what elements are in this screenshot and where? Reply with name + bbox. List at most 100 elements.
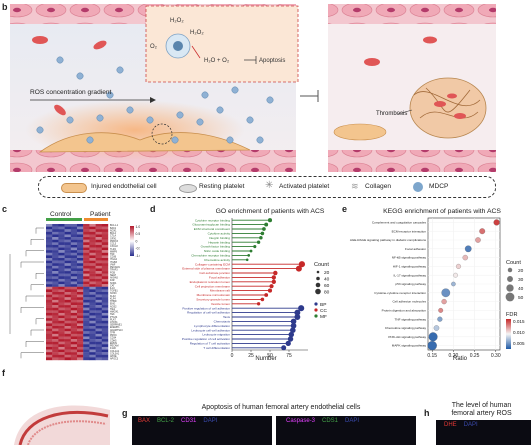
go-lollipop-dot xyxy=(269,284,274,289)
go-count-legend-label: 60 xyxy=(324,283,330,289)
heatmap-cell xyxy=(70,346,78,350)
heatmap-cell xyxy=(46,336,53,340)
heatmap-cell xyxy=(89,328,96,332)
heatmap-cell xyxy=(89,318,96,321)
heatmap-cell xyxy=(95,237,102,240)
heatmap-cell xyxy=(58,331,65,335)
heatmap-cell xyxy=(101,336,109,340)
heatmap-cell xyxy=(83,294,90,298)
mdcp-particle xyxy=(216,106,224,114)
heatmap-cell xyxy=(89,258,96,261)
reaction-product-label: H₂O + O₂ xyxy=(204,58,230,64)
kegg-dot xyxy=(479,228,486,235)
heatmap-cell xyxy=(89,299,96,303)
gene-label: NOS2 xyxy=(110,305,117,308)
go-lollipop-dot xyxy=(264,293,269,297)
heatmap-cell xyxy=(70,328,78,332)
gene-label: CD34 xyxy=(110,337,117,340)
gene-label: CCL5 xyxy=(110,243,117,246)
heatmap-cell xyxy=(58,239,65,243)
heatmap-cell xyxy=(95,284,102,287)
heatmap-cell xyxy=(89,339,96,342)
heatmap-cell xyxy=(95,289,102,293)
heatmap-cell xyxy=(64,333,71,337)
heatmap-cell xyxy=(83,239,90,243)
scale-tick-label: 1.0 xyxy=(136,225,141,229)
heatmap-cell xyxy=(52,292,59,295)
heatmap-cell xyxy=(46,312,53,316)
heatmap-cell xyxy=(52,326,59,329)
heatmap-cell xyxy=(101,239,109,243)
heatmap-cell xyxy=(83,299,90,303)
heatmap-cell xyxy=(89,244,96,248)
heatmap-cell xyxy=(52,237,59,240)
heatmap-cell xyxy=(77,294,84,298)
gene-label: FGB xyxy=(110,271,115,274)
heatmap-cell xyxy=(58,344,65,348)
heatmap-cell xyxy=(77,229,84,233)
heatmap-cell xyxy=(70,226,78,230)
heatmap-cell xyxy=(64,357,71,361)
go-category-label: Chemokine receptor binding xyxy=(191,254,230,258)
heatmap-cell xyxy=(52,341,59,345)
heatmap-cell xyxy=(101,299,109,303)
heatmap-cell xyxy=(77,258,84,261)
gene-label: HMOX1 xyxy=(110,311,119,314)
heatmap-cell xyxy=(89,305,96,308)
heatmap-cell xyxy=(70,244,78,248)
heatmap-cell xyxy=(101,247,109,251)
heatmap-cell xyxy=(52,310,59,314)
heatmap-cell xyxy=(89,278,96,282)
heatmap-cell xyxy=(52,247,59,251)
heatmap-cell xyxy=(46,294,53,298)
heatmap-cell xyxy=(58,294,65,298)
heatmap-cell xyxy=(52,307,59,311)
heatmap-cell xyxy=(58,323,65,327)
heatmap-cell xyxy=(89,320,96,324)
heatmap-cell xyxy=(52,352,59,355)
resting-platelet-icon xyxy=(179,184,197,193)
gene-label: CTLA xyxy=(110,235,117,238)
heatmap-cell xyxy=(77,336,84,340)
heatmap-cell xyxy=(46,297,53,301)
heatmap-cell xyxy=(89,292,96,295)
heatmap-cell xyxy=(89,326,96,329)
go-group-legend-label: MF xyxy=(320,314,327,320)
heatmap-cell xyxy=(83,344,90,348)
heatmap-cell xyxy=(95,286,102,290)
heatmap-cell xyxy=(46,307,53,311)
heatmap-cell xyxy=(58,297,65,301)
kegg-x-tick-label: 0.15 xyxy=(427,353,437,359)
go-lollipop-dot xyxy=(249,249,253,253)
heatmap-cell xyxy=(101,339,109,342)
heatmap-cell xyxy=(52,312,59,316)
heatmap-cell xyxy=(52,294,59,298)
heatmap-cell xyxy=(64,354,71,358)
kegg-count-title: Count xyxy=(506,260,521,266)
gene-label: TGFB1 xyxy=(110,290,118,293)
heatmap-cell xyxy=(89,297,96,301)
heatmap-cell xyxy=(101,349,109,353)
kegg-pathway-label: p53 signaling pathway xyxy=(395,282,426,286)
gene-label: TEK xyxy=(110,313,115,316)
heatmap-cell xyxy=(58,307,65,311)
go-count-legend-dot xyxy=(315,288,321,295)
heatmap-cell xyxy=(64,276,71,280)
legend-collagen: Collagen xyxy=(365,183,392,190)
kegg-count-legend-dot xyxy=(505,292,515,302)
go-category-label: Cell projection membrane xyxy=(195,284,231,288)
heatmap-cell xyxy=(46,284,53,287)
heatmap-cell xyxy=(58,281,65,285)
gene-label: EFEMP1 xyxy=(110,326,120,329)
heatmap-figure: Control Patient BCL1-1BAK1NOX1BCL2CTLAGP… xyxy=(9,211,141,361)
heatmap-cell xyxy=(101,237,109,240)
endothelium-bottom-right xyxy=(328,150,496,172)
heatmap-cell xyxy=(64,239,71,243)
heatmap-cell xyxy=(95,239,102,243)
stain-label: BAX xyxy=(138,418,151,424)
go-lollipop-dot xyxy=(256,240,261,244)
heatmap-cell xyxy=(77,302,84,306)
heatmap-cell xyxy=(95,328,102,332)
gene-label: ANXA5 xyxy=(110,277,119,280)
heatmap-cell xyxy=(58,250,65,253)
